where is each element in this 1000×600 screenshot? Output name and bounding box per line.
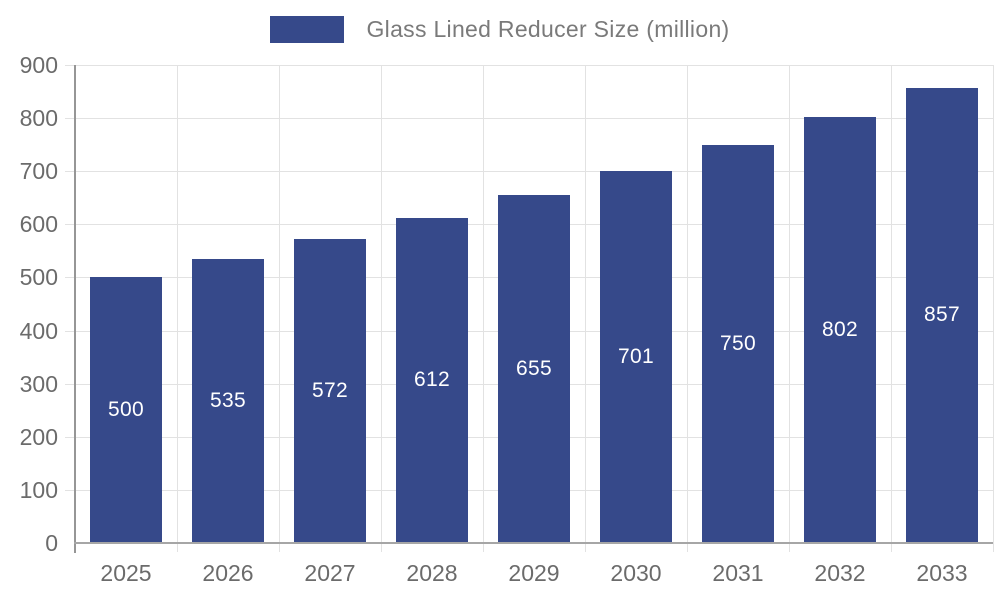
v-gridline <box>380 65 382 552</box>
bar-value-label: 802 <box>822 318 858 342</box>
bar-2027: 572 <box>294 239 366 543</box>
h-gridline <box>65 65 993 66</box>
bar-value-label: 500 <box>108 398 144 422</box>
bar-2033: 857 <box>906 87 978 543</box>
y-tick-label: 800 <box>19 105 58 132</box>
bar-slot: 572 <box>279 65 381 543</box>
y-axis-line <box>74 65 76 553</box>
bar-2028: 612 <box>396 217 468 543</box>
bar-2032: 802 <box>804 117 876 543</box>
bar-2030: 701 <box>600 170 672 543</box>
bar-slot: 750 <box>687 65 789 543</box>
x-axis-line <box>74 542 993 544</box>
bars-container: 500 535 572 612 655 701 750 802 857 <box>75 65 993 543</box>
bar-value-label: 655 <box>516 357 552 381</box>
bar-slot: 535 <box>177 65 279 543</box>
y-tick-label: 600 <box>19 211 58 238</box>
y-tick-label: 100 <box>19 476 58 503</box>
bar-2025: 500 <box>90 277 162 543</box>
y-tick-label: 500 <box>19 264 58 291</box>
x-tick-label: 2032 <box>814 560 866 586</box>
x-tick-label: 2031 <box>712 560 764 586</box>
bar-value-label: 612 <box>414 368 450 392</box>
v-gridline <box>993 65 994 552</box>
x-tick-label: 2026 <box>202 560 254 586</box>
bar-2031: 750 <box>702 144 774 543</box>
bar-2026: 535 <box>192 258 264 543</box>
y-tick-label: 700 <box>19 158 58 185</box>
v-gridline <box>483 65 484 552</box>
y-tick-label: 900 <box>19 52 58 78</box>
bar-value-label: 750 <box>720 331 756 355</box>
bar-slot: 612 <box>381 65 483 543</box>
v-gridline <box>789 65 790 552</box>
bar-value-label: 535 <box>210 388 246 412</box>
h-gridline <box>65 118 993 120</box>
bar-slot: 500 <box>75 65 177 543</box>
bar-value-label: 572 <box>312 379 348 403</box>
x-tick-label: 2027 <box>304 560 356 586</box>
x-tick-label: 2029 <box>508 560 560 586</box>
bar-slot: 857 <box>891 65 993 543</box>
h-gridline <box>65 171 993 173</box>
bar-slot: 802 <box>789 65 891 543</box>
v-gridline <box>585 65 586 552</box>
y-tick-label: 300 <box>19 370 58 397</box>
v-gridline <box>279 65 280 552</box>
x-tick-label: 2025 <box>100 560 152 586</box>
bar-value-label: 857 <box>924 303 960 327</box>
bar-value-label: 701 <box>618 344 654 368</box>
legend-swatch <box>270 16 345 43</box>
x-tick-label: 2033 <box>916 560 968 586</box>
y-tick-label: 0 <box>45 530 58 556</box>
x-axis-labels: 2025 2026 2027 2028 2029 2030 2031 2032 2033 <box>75 560 993 587</box>
bar-2029: 655 <box>498 195 570 543</box>
y-tick-label: 200 <box>19 423 58 450</box>
plot-area: 500 535 572 612 655 701 750 802 857 <box>65 65 994 553</box>
x-tick-label: 2030 <box>610 560 662 586</box>
y-tick-label: 400 <box>19 317 58 344</box>
y-axis-labels: 0 100 200 300 400 500 600 700 800 900 <box>0 52 58 556</box>
x-tick-label: 2028 <box>406 560 458 586</box>
v-gridline <box>686 65 688 552</box>
legend-label: Glass Lined Reducer Size (million) <box>366 16 730 42</box>
v-gridline <box>891 65 892 552</box>
bar-slot: 701 <box>585 65 687 543</box>
chart-legend[interactable]: Glass Lined Reducer Size (million) <box>0 16 1000 43</box>
v-gridline <box>177 65 178 552</box>
bar-slot: 655 <box>483 65 585 543</box>
